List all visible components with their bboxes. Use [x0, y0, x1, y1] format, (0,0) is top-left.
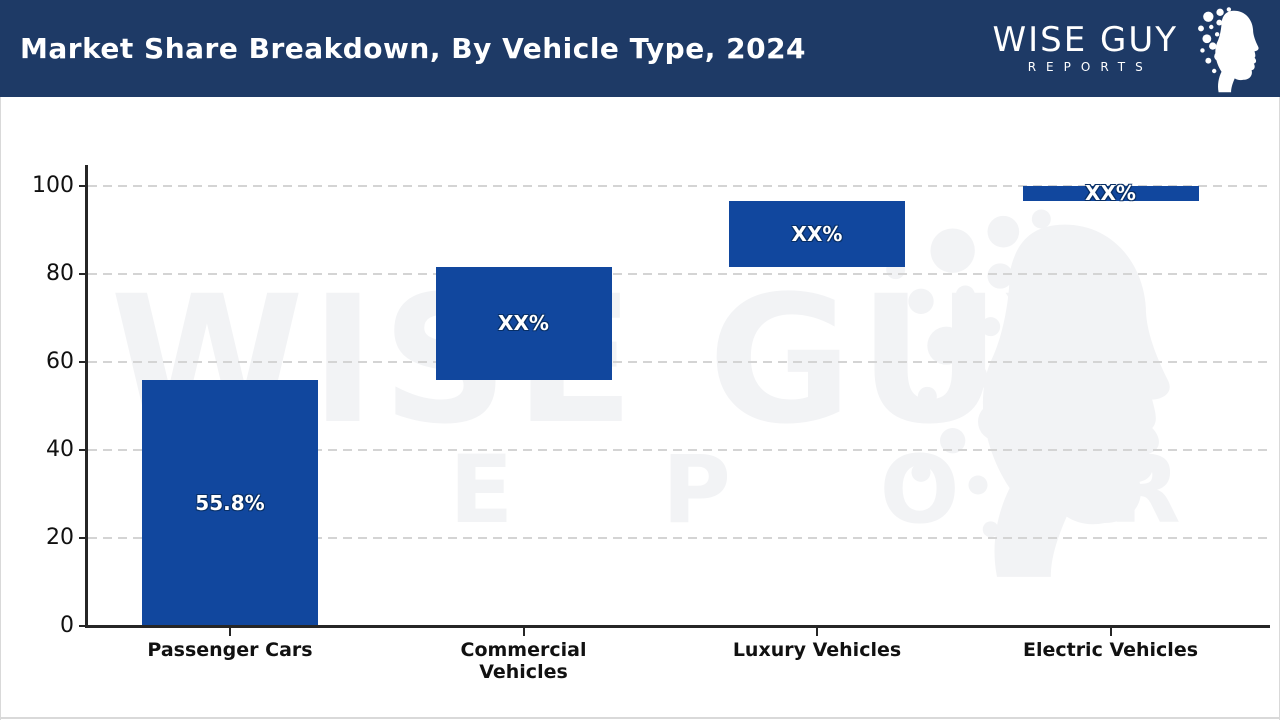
x-category-label-line: Passenger Cars	[147, 639, 313, 661]
y-tick-label: 80	[46, 261, 74, 286]
bar-value-label-electric-vehicles: XX%	[1085, 181, 1136, 206]
left-edge-line	[0, 97, 1, 720]
header-bar: Market Share Breakdown, By Vehicle Type,…	[0, 0, 1280, 97]
bar-value-label-commercial-vehicles: XX%	[498, 311, 549, 336]
y-tick-mark	[79, 449, 87, 451]
x-tick-mark	[1109, 628, 1112, 636]
bar-passenger-cars	[142, 380, 318, 626]
x-tick-mark	[229, 628, 231, 636]
x-category-label-line: Commercial	[460, 639, 587, 661]
brand-logo: WISE GUY REPORTS	[992, 5, 1266, 93]
gridline	[88, 273, 1270, 275]
head-dots-icon	[1198, 6, 1259, 92]
bar-value-label-luxury-vehicles: XX%	[791, 221, 843, 246]
y-tick-label: 40	[46, 437, 74, 462]
brand-name: WISE GUY	[992, 20, 1178, 60]
y-tick-mark	[79, 537, 87, 539]
y-tick-label: 0	[60, 613, 74, 638]
y-tick-label: 60	[46, 349, 74, 374]
bar-commercial-vehicles	[435, 266, 612, 381]
x-category-label: Commercial Vehicles	[384, 639, 664, 683]
bar-value-label-passenger-cars: 55.8%	[195, 491, 265, 516]
x-category-label: Luxury Vehicles	[677, 639, 957, 661]
x-category-label-line: Luxury Vehicles	[732, 639, 902, 661]
x-category-label: Electric Vehicles	[971, 639, 1251, 661]
y-tick-mark	[79, 625, 87, 627]
gridline	[88, 361, 1270, 363]
x-tick-mark	[816, 628, 818, 636]
bottom-edge-line	[0, 717, 1280, 719]
page-title: Market Share Breakdown, By Vehicle Type,…	[20, 32, 807, 65]
brand-subname: REPORTS	[1027, 60, 1153, 74]
y-tick-mark	[79, 185, 87, 187]
x-category-label-line: Electric Vehicles	[1022, 639, 1199, 661]
y-tick-mark	[79, 273, 87, 275]
brand-logo-text: WISE GUY REPORTS	[992, 23, 1178, 74]
x-axis-line	[85, 625, 1270, 628]
x-category-label: Passenger Cars	[90, 639, 370, 661]
x-category-label-line: Vehicles	[479, 661, 568, 683]
y-axis-line	[85, 165, 88, 628]
x-tick-mark	[522, 628, 525, 636]
y-tick-mark	[79, 361, 87, 363]
bar-luxury-vehicles	[729, 200, 905, 267]
gridline	[88, 185, 1270, 187]
gridline	[88, 537, 1270, 539]
y-tick-label: 100	[32, 173, 74, 198]
bar-electric-vehicles	[1022, 186, 1199, 201]
gridline	[88, 449, 1270, 451]
y-tick-label: 20	[46, 525, 74, 550]
